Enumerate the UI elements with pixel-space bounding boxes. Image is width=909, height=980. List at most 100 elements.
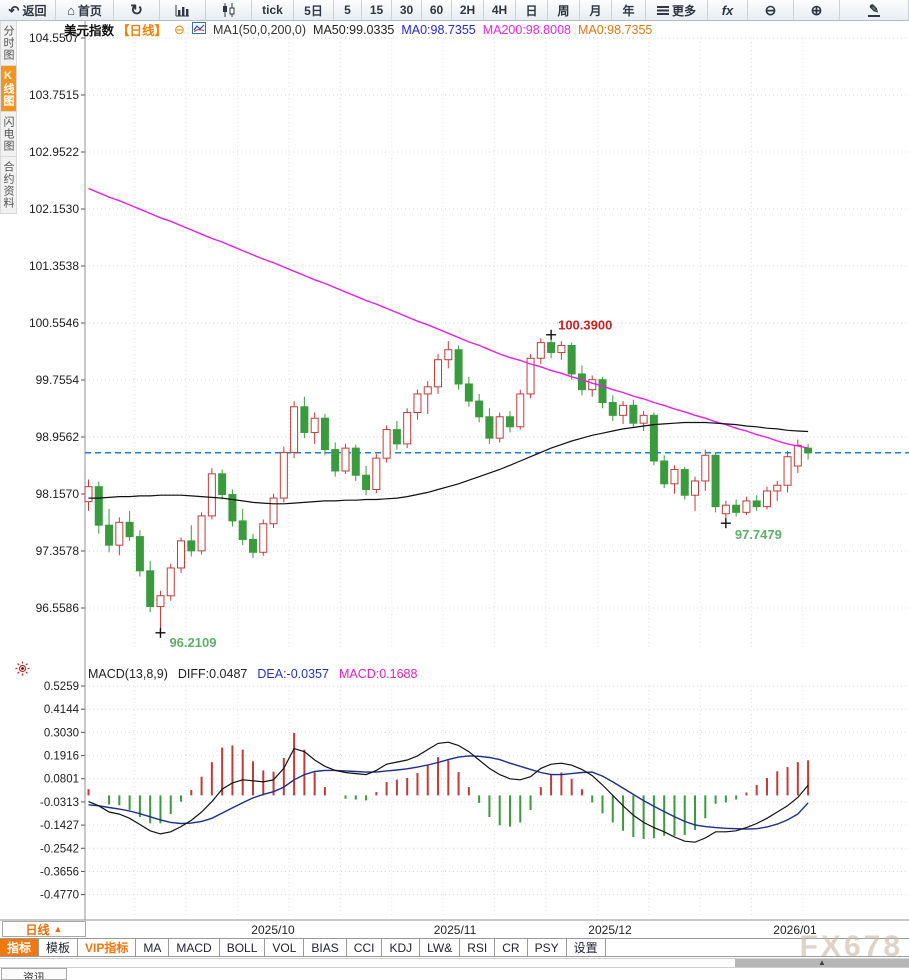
period-button-年[interactable]: 年: [612, 0, 646, 20]
svg-text:104.5507: 104.5507: [29, 31, 79, 45]
tab-RSI[interactable]: RSI: [460, 939, 496, 956]
tab-BIAS[interactable]: BIAS: [304, 939, 347, 956]
svg-text:96.2109: 96.2109: [169, 635, 216, 650]
tab-KDJ[interactable]: KDJ: [382, 939, 421, 956]
period-button-4H[interactable]: 4H: [484, 0, 516, 20]
sidebar-item-1[interactable]: K线图: [0, 66, 17, 112]
indicator-tabbar: 指标 模板 VIP指标 MA MACD BOLL VOL BIAS CCI KDJ LW& RSI CR…: [0, 938, 909, 957]
period-button-60[interactable]: 60: [422, 0, 452, 20]
tab-CR[interactable]: CR: [495, 939, 528, 956]
candlestick-button[interactable]: [206, 0, 252, 20]
svg-text:100.3900: 100.3900: [558, 318, 612, 333]
svg-text:96.5586: 96.5586: [36, 601, 80, 615]
svg-text:-0.0313: -0.0313: [40, 797, 79, 809]
scroll-up-arrow-icon: ▲: [818, 958, 826, 967]
svg-text:98.9562: 98.9562: [36, 430, 80, 444]
refresh-icon: ↻: [130, 1, 143, 19]
svg-text:-0.3656: -0.3656: [40, 866, 79, 878]
tab-MA[interactable]: MA: [136, 939, 170, 956]
svg-text:102.9522: 102.9522: [29, 145, 79, 159]
x-axis-label-2025/11: 2025/11: [433, 923, 477, 937]
back-button[interactable]: ↶ 返回: [0, 0, 56, 20]
candlestick-icon: [223, 3, 235, 17]
macd-title: MACD(13,8,9): [88, 667, 168, 681]
scrollbar-thumb[interactable]: ▲: [735, 959, 909, 967]
tab-模板[interactable]: 模板: [39, 939, 79, 956]
svg-text:99.7554: 99.7554: [36, 373, 80, 387]
macd-diff-value: DIFF:0.0487: [177, 667, 248, 681]
period-button-5日[interactable]: 5日: [294, 0, 334, 20]
chart-type-sidebar: 分时图 K线图 闪电图 合约资料: [0, 21, 17, 214]
macd-dea-value: DEA:-0.0357: [257, 667, 329, 681]
chevron-up-icon: ▲: [53, 924, 63, 934]
period-tag: 【日线】: [117, 24, 168, 38]
period-button-月[interactable]: 月: [580, 0, 612, 20]
period-selector-button[interactable]: 日线 ▲: [2, 921, 86, 937]
fx-button[interactable]: fx: [708, 0, 748, 20]
ma50-value: MA50:99.0335: [313, 22, 395, 37]
ma200-value: MA200:98.8008: [482, 22, 571, 37]
svg-text:0.4144: 0.4144: [44, 704, 80, 716]
macd-macd-value: MACD:0.1688: [338, 667, 418, 681]
symbol-name: 美元指数: [64, 24, 115, 38]
period-button-15[interactable]: 15: [362, 0, 392, 20]
svg-text:0.5259: 0.5259: [44, 681, 79, 693]
tab-VOL[interactable]: VOL: [265, 939, 305, 956]
tab-指标[interactable]: 指标: [0, 939, 40, 956]
tab-LW&[interactable]: LW&: [420, 939, 461, 956]
x-axis-label-2025/12: 2025/12: [588, 923, 632, 937]
period-button-日[interactable]: 日: [516, 0, 548, 20]
x-axis-label-2026/01: 2026/01: [773, 923, 817, 937]
mini-chart-icon[interactable]: [191, 22, 206, 37]
bar-chart-icon: [175, 4, 189, 16]
home-icon: ⌂: [67, 2, 75, 18]
fx-indicator-icon: fx: [721, 2, 734, 18]
horizontal-scrollbar[interactable]: ▲: [0, 958, 909, 968]
zoom-in-button[interactable]: ⊕: [794, 0, 840, 20]
sidebar-item-2[interactable]: 闪电图: [0, 112, 17, 157]
period-button-5[interactable]: 5: [334, 0, 362, 20]
zoom-in-icon: ⊕: [810, 2, 823, 18]
draw-button[interactable]: ✎: [840, 0, 909, 20]
ma-settings: MA1(50,0,200,0): [212, 22, 307, 37]
period-button-tick[interactable]: tick: [252, 0, 294, 20]
back-arrow-icon: ↶: [8, 2, 20, 18]
svg-text:103.7515: 103.7515: [29, 88, 79, 102]
sidebar-item-0[interactable]: 分时图: [0, 21, 17, 66]
period-button-周[interactable]: 周: [548, 0, 580, 20]
svg-text:97.3578: 97.3578: [36, 544, 80, 558]
news-tab[interactable]: 资讯: [1, 968, 67, 980]
chart-header: 美元指数 【日线】 ⊖ MA1(50,0,200,0) MA50:99.0335 …: [64, 22, 653, 38]
tab-MACD[interactable]: MACD: [169, 939, 220, 956]
ma0-blue-value: MA0:98.7355: [401, 22, 476, 37]
tab-BOLL[interactable]: BOLL: [220, 939, 266, 956]
more-button[interactable]: 更多: [646, 0, 708, 20]
period-selector-label: 日线: [25, 922, 50, 937]
ma0-orange-value: MA0:98.7355: [577, 22, 653, 37]
tab-VIP指标[interactable]: VIP指标: [78, 939, 137, 956]
indicator-settings-icon[interactable]: [15, 661, 30, 681]
svg-text:100.5546: 100.5546: [29, 316, 79, 330]
tab-PSY[interactable]: PSY: [528, 939, 567, 956]
collapse-icon[interactable]: ⊖: [174, 22, 185, 37]
hamburger-icon: [656, 5, 669, 15]
tab-CCI[interactable]: CCI: [347, 939, 383, 956]
zoom-out-icon: ⊖: [764, 2, 777, 18]
pencil-icon: ✎: [867, 2, 881, 17]
period-button-2H[interactable]: 2H: [452, 0, 484, 20]
refresh-button[interactable]: ↻: [114, 0, 160, 20]
x-axis-label-2025/10: 2025/10: [251, 923, 295, 937]
svg-text:97.7479: 97.7479: [735, 527, 782, 542]
svg-text:98.1570: 98.1570: [36, 487, 80, 501]
svg-text:-0.1427: -0.1427: [40, 820, 79, 832]
zoom-out-button[interactable]: ⊖: [748, 0, 794, 20]
top-toolbar: ↶ 返回 ⌂ 首页 ↻ tick 5日 5 15 30 60 2H 4H 日周月年更多 fx ⊖ ⊕ ✎: [0, 0, 909, 21]
line-chart-button[interactable]: [160, 0, 206, 20]
svg-text:102.1530: 102.1530: [29, 202, 79, 216]
period-button-30[interactable]: 30: [392, 0, 422, 20]
macd-header: MACD(13,8,9) DIFF:0.0487 DEA:-0.0357 MAC…: [88, 667, 417, 681]
sidebar-item-3[interactable]: 合约资料: [0, 157, 17, 214]
home-button[interactable]: ⌂ 首页: [56, 0, 114, 20]
tab-设置[interactable]: 设置: [567, 939, 606, 956]
